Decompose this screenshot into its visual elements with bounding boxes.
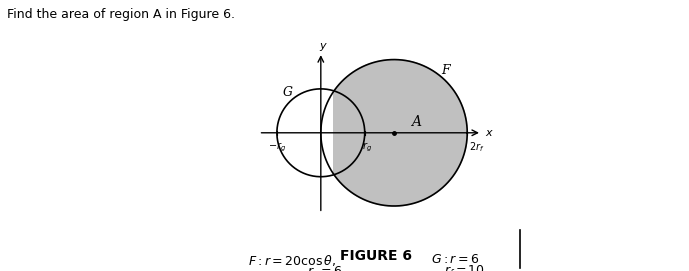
Text: F: F [441, 64, 450, 77]
Text: A: A [411, 115, 421, 129]
Text: Find the area of region A in Figure 6.: Find the area of region A in Figure 6. [7, 8, 235, 21]
Text: $r_f = 10$: $r_f = 10$ [444, 264, 485, 271]
Text: FIGURE 6: FIGURE 6 [340, 249, 411, 263]
Text: $G : r = 6$: $G : r = 6$ [431, 253, 479, 266]
Text: G: G [283, 86, 293, 99]
Polygon shape [334, 60, 467, 206]
Text: $F : r = 20\cos\theta,$: $F : r = 20\cos\theta,$ [248, 253, 336, 268]
Text: y: y [320, 41, 327, 51]
Text: $2r_f$: $2r_f$ [469, 140, 485, 154]
Text: $-r_g$: $-r_g$ [268, 140, 286, 153]
Text: $r_g = 6,$: $r_g = 6,$ [307, 264, 346, 271]
Text: $r_g$: $r_g$ [362, 140, 372, 153]
Text: x: x [486, 128, 492, 138]
